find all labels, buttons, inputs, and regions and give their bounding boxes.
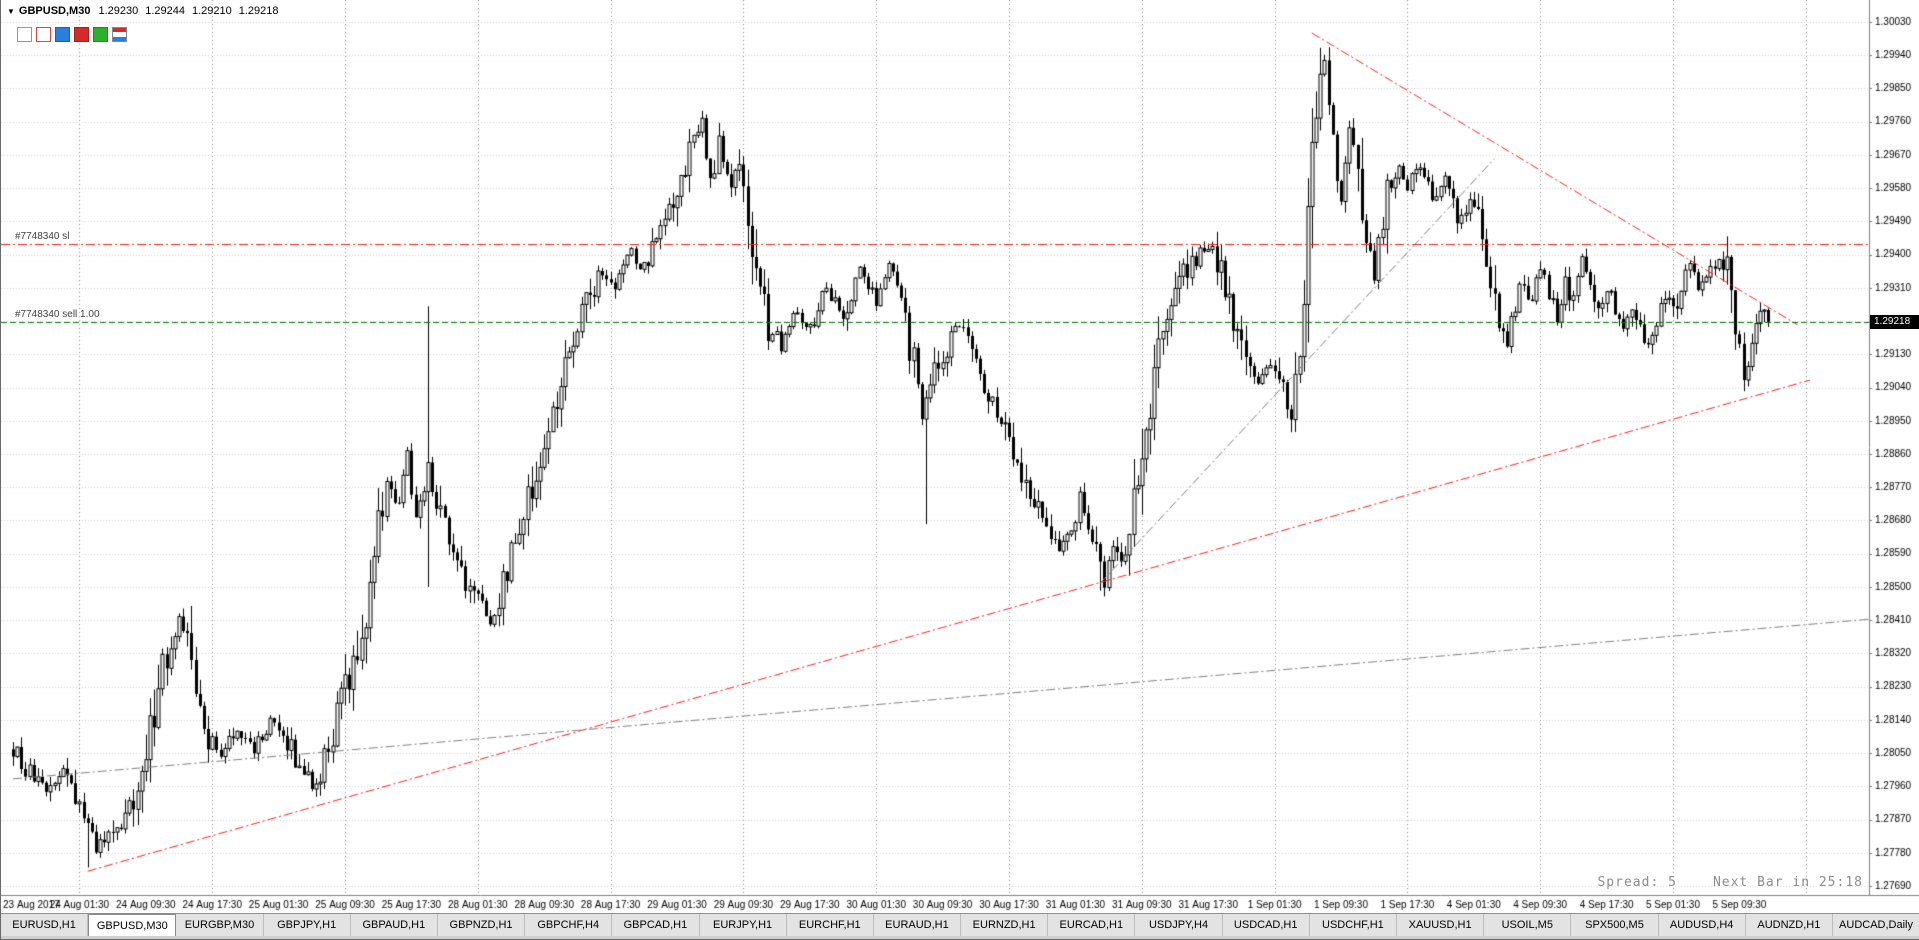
outline-red-swatch-button[interactable]: [36, 27, 51, 42]
blue-swatch-button[interactable]: [55, 27, 70, 42]
tab-gbpcad-h1[interactable]: GBPCAD,H1: [612, 914, 700, 936]
stoploss-line-label[interactable]: #7748340 sl: [15, 230, 70, 242]
quote-open: 1.29230: [98, 5, 139, 17]
green-swatch-button[interactable]: [93, 27, 108, 42]
chart-info-bar: ▼ GBPUSD,M30 1.29230 1.29244 1.29210 1.2…: [7, 5, 286, 17]
current-price-badge: 1.29218: [1870, 314, 1919, 329]
tab-eurchf-h1[interactable]: EURCHF,H1: [786, 914, 874, 936]
red-swatch-button[interactable]: [74, 27, 89, 42]
tab-gbpchf-h4[interactable]: GBPCHF,H4: [525, 914, 613, 936]
tab-audusd-h4[interactable]: AUDUSD,H4: [1658, 914, 1746, 936]
tab-audcad-daily[interactable]: AUDCAD,Daily: [1832, 914, 1919, 936]
collapse-triangle-icon[interactable]: ▼: [7, 6, 15, 16]
quote-high: 1.29244: [145, 5, 185, 17]
tab-gbpusd-m30[interactable]: GBPUSD,M30: [88, 914, 177, 936]
tab-audnzd-h1[interactable]: AUDNZD,H1: [1745, 914, 1833, 936]
tab-usoil-m5[interactable]: USOIL,M5: [1484, 914, 1572, 936]
symbol-timeframe-label: GBPUSD,M30: [18, 5, 91, 17]
stripe: [113, 28, 126, 33]
tab-spx500-m5[interactable]: SPX500,M5: [1571, 914, 1659, 936]
quote-close: 1.29218: [238, 5, 279, 17]
next-bar-countdown-label: Next Bar in 25:18: [1712, 875, 1863, 890]
tab-eurgbp-m30[interactable]: EURGBP,M30: [176, 914, 264, 936]
outline-blue-swatch-button[interactable]: [17, 27, 32, 42]
spread-label: Spread: 5: [1597, 875, 1677, 890]
tab-gbpnzd-h1[interactable]: GBPNZD,H1: [437, 914, 526, 936]
tab-usdcad-h1[interactable]: USDCAD,H1: [1222, 914, 1310, 936]
tab-usdchf-h1[interactable]: USDCHF,H1: [1309, 914, 1397, 936]
tab-xauusd-h1[interactable]: XAUUSD,H1: [1397, 914, 1485, 936]
price-chart-canvas[interactable]: [1, 0, 1919, 913]
sell-position-line-label[interactable]: #7748340 sell 1.00: [15, 308, 100, 320]
striped-flag-swatch-button[interactable]: [112, 27, 127, 42]
tab-gbpjpy-h1[interactable]: GBPJPY,H1: [263, 914, 351, 936]
spread-nextbar-overlay: Spread: 5 Next Bar in 25:18: [1597, 875, 1863, 890]
stripe: [113, 36, 126, 41]
window-bottom-edge: [1, 936, 1919, 940]
tab-gbpaud-h1[interactable]: GBPAUD,H1: [350, 914, 438, 936]
toolbar-swatch-buttons: [17, 27, 127, 42]
quote-low: 1.29210: [191, 5, 232, 17]
tab-euraud-h1[interactable]: EURAUD,H1: [873, 914, 962, 936]
tab-eurnzd-h1[interactable]: EURNZD,H1: [961, 914, 1049, 936]
tab-eurcad-h1[interactable]: EURCAD,H1: [1048, 914, 1136, 936]
symbol-tabs-bar: EURUSD,H1 GBPUSD,M30 EURGBP,M30 GBPJPY,H…: [1, 913, 1919, 936]
stripe: [113, 32, 126, 37]
tab-usdjpy-h4[interactable]: USDJPY,H4: [1135, 914, 1223, 936]
tab-eurjpy-h1[interactable]: EURJPY,H1: [699, 914, 787, 936]
tab-eurusd-h1[interactable]: EURUSD,H1: [1, 914, 89, 936]
